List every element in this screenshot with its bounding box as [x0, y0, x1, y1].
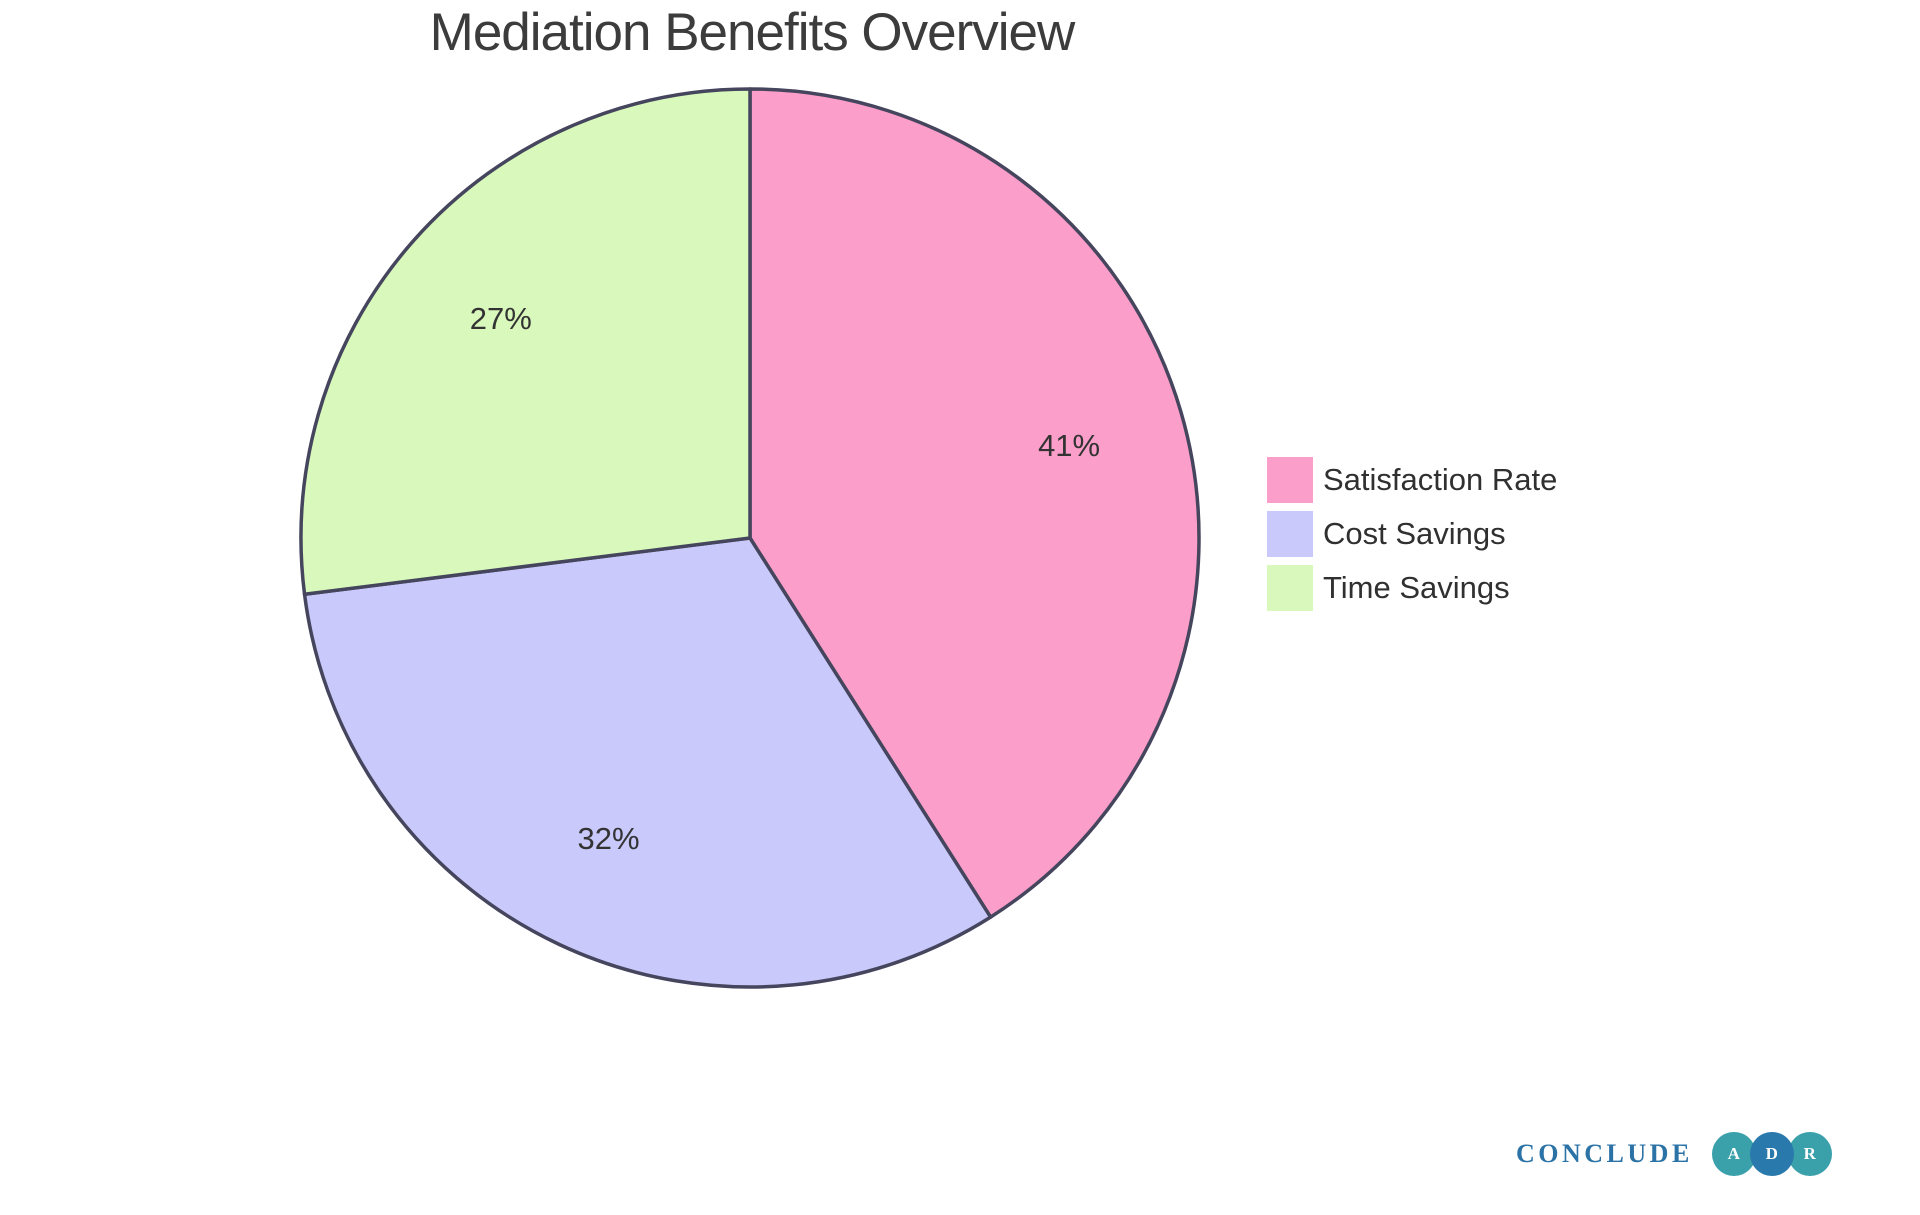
brand-badge-r: R — [1787, 1132, 1832, 1176]
pie-slice-cost-savings — [302, 536, 993, 989]
brand-wordmark: CONCLUDE — [1516, 1139, 1693, 1168]
legend-item-cost-savings: Cost Savings — [1267, 511, 1557, 557]
legend-label: Time Savings — [1323, 570, 1510, 605]
brand-badge-a: A — [1711, 1132, 1756, 1176]
legend-label: Satisfaction Rate — [1323, 462, 1558, 497]
legend-swatch — [1267, 565, 1313, 611]
slice-label: 41% — [1038, 428, 1100, 463]
slice-label: 32% — [577, 821, 639, 856]
brand-badge-d: D — [1749, 1132, 1794, 1176]
legend-item-satisfaction-rate: Satisfaction Rate — [1267, 457, 1557, 503]
pie-slice-time-savings — [299, 87, 752, 597]
chart-title: Mediation Benefits Overview — [429, 3, 1076, 62]
pie-slice-satisfaction-rate — [748, 87, 1201, 919]
legend: Satisfaction Rate Cost Savings Time Saving… — [1267, 457, 1557, 619]
legend-label: Cost Savings — [1323, 516, 1506, 551]
slice-label: 27% — [470, 301, 532, 336]
legend-swatch — [1267, 511, 1313, 557]
legend-swatch — [1267, 457, 1313, 503]
legend-item-time-savings: Time Savings — [1267, 565, 1557, 611]
